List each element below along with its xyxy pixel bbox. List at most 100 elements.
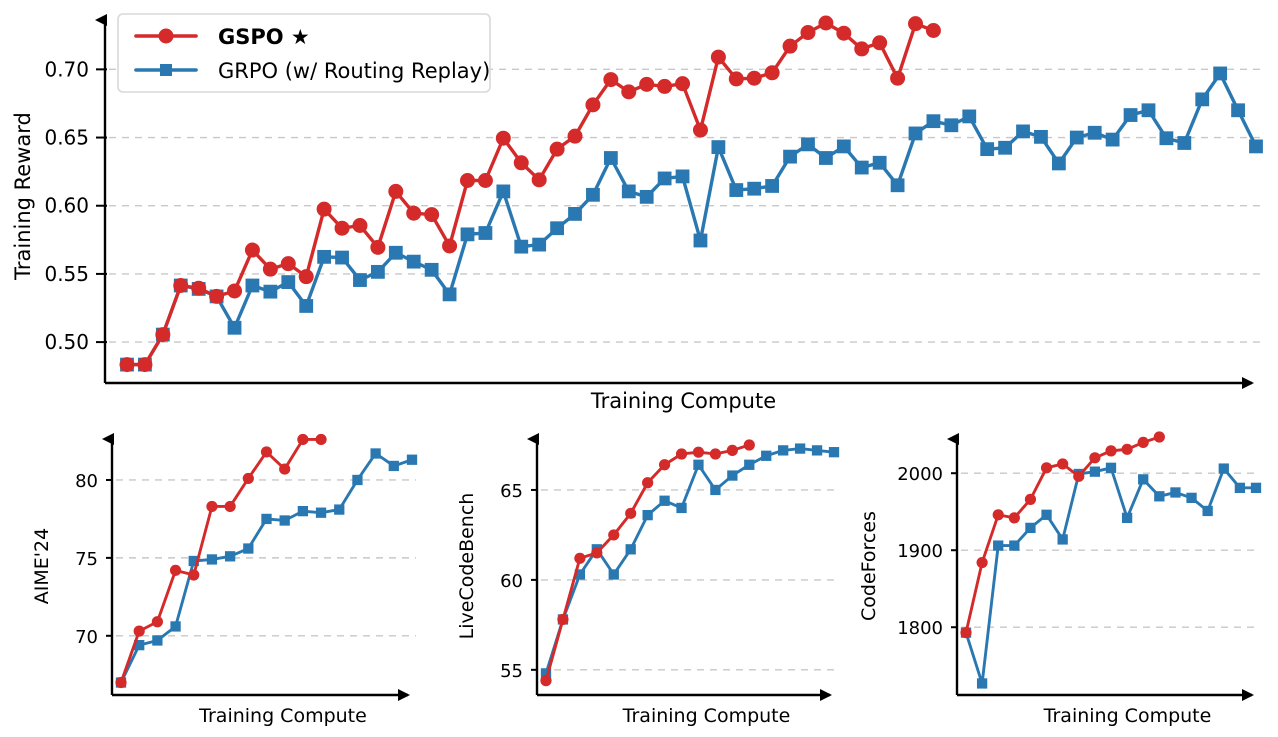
data-point xyxy=(152,635,163,646)
y-tick-label: 0.70 xyxy=(44,57,89,81)
data-point xyxy=(926,114,941,129)
data-point xyxy=(549,141,565,157)
data-point xyxy=(317,249,332,264)
data-point xyxy=(800,25,816,41)
data-point xyxy=(828,447,840,458)
y-tick-label: 0.55 xyxy=(44,262,89,286)
data-point xyxy=(262,261,278,277)
data-point xyxy=(137,357,153,373)
data-point xyxy=(836,139,851,154)
data-point xyxy=(540,675,552,687)
data-point xyxy=(424,262,439,277)
data-point xyxy=(1195,92,1210,107)
data-point xyxy=(557,613,569,626)
x-axis-title: Training Compute xyxy=(622,705,791,727)
data-point xyxy=(1141,103,1156,118)
data-point xyxy=(854,41,870,57)
data-point xyxy=(1218,463,1229,474)
data-point xyxy=(692,446,705,458)
data-point xyxy=(818,15,834,31)
data-point xyxy=(764,65,780,81)
data-point xyxy=(993,540,1004,551)
data-point xyxy=(298,269,314,285)
data-point xyxy=(155,327,171,343)
data-point xyxy=(281,275,296,289)
data-point xyxy=(352,474,363,486)
y-tick-label: 0.65 xyxy=(44,126,89,150)
series-line-grpo xyxy=(125,71,1258,367)
y-tick-label: 75 xyxy=(75,549,98,570)
data-point xyxy=(531,172,547,188)
y-axis-title: Training Reward xyxy=(11,112,35,281)
series-markers-gspo xyxy=(960,431,1165,639)
data-point xyxy=(778,445,789,456)
data-point xyxy=(227,320,242,335)
data-point xyxy=(1202,505,1213,517)
data-point xyxy=(960,627,972,639)
data-point xyxy=(944,118,959,133)
panel-livecodebench: 55 60 65 LiveCodeBench Training Compute xyxy=(456,433,840,727)
data-point xyxy=(244,242,260,258)
data-point xyxy=(406,254,421,269)
data-point xyxy=(908,16,924,32)
data-point xyxy=(728,71,744,87)
data-point xyxy=(459,173,475,188)
data-point xyxy=(478,226,493,240)
data-point xyxy=(727,470,738,481)
data-point xyxy=(206,500,218,513)
data-point xyxy=(242,472,254,485)
legend-label-grpo: GRPO (w/ Routing Replay) xyxy=(218,59,490,83)
data-point xyxy=(169,564,182,576)
data-point xyxy=(442,238,458,254)
y-axis-title: LiveCodeBench xyxy=(456,493,478,640)
data-point xyxy=(765,179,780,193)
series-markers-gspo xyxy=(119,15,941,373)
data-point xyxy=(591,547,603,559)
data-point xyxy=(890,70,906,86)
data-point xyxy=(782,38,798,54)
y-axis-title: AIME'24 xyxy=(31,528,53,604)
data-point xyxy=(761,450,772,461)
data-point xyxy=(260,446,273,458)
data-point xyxy=(746,70,762,86)
data-point xyxy=(743,439,755,451)
y-axis-title: CodeForces xyxy=(858,511,880,621)
data-point xyxy=(1073,470,1085,482)
data-point xyxy=(709,448,722,460)
data-point xyxy=(980,142,995,157)
data-point xyxy=(854,160,869,175)
data-point xyxy=(836,25,852,41)
data-point xyxy=(1154,491,1165,502)
data-point xyxy=(224,551,236,562)
data-point xyxy=(1087,125,1102,140)
data-point xyxy=(693,233,708,248)
data-point xyxy=(388,245,403,260)
data-point xyxy=(299,299,314,313)
data-point xyxy=(608,569,619,580)
data-point xyxy=(1025,522,1036,534)
data-point xyxy=(1105,462,1117,473)
data-point xyxy=(1089,466,1101,477)
data-point xyxy=(1040,462,1053,474)
data-point xyxy=(406,454,418,465)
legend-label-gspo: GSPO ★ xyxy=(218,25,310,49)
data-point xyxy=(711,140,726,154)
data-point xyxy=(1057,458,1069,470)
y-tick-label: 0.50 xyxy=(44,330,89,354)
data-point xyxy=(819,151,833,165)
panel-training-reward: 0.50 0.55 0.60 0.65 0.70 Training Reward Train… xyxy=(11,14,1263,413)
data-point xyxy=(1105,132,1120,147)
x-axis-title: Training Compute xyxy=(590,389,776,413)
data-point xyxy=(1016,124,1030,139)
chart-legend: GSPO ★ GRPO (w/ Routing Replay) xyxy=(117,13,491,93)
data-point xyxy=(173,278,189,293)
y-tick-label: 55 xyxy=(500,661,523,682)
data-point xyxy=(642,509,653,521)
y-tick-label: 60 xyxy=(500,571,523,592)
data-point xyxy=(424,207,440,223)
data-point xyxy=(747,181,762,196)
data-point xyxy=(1186,492,1197,503)
data-point xyxy=(1138,474,1149,485)
y-tick-label: 70 xyxy=(75,627,98,648)
